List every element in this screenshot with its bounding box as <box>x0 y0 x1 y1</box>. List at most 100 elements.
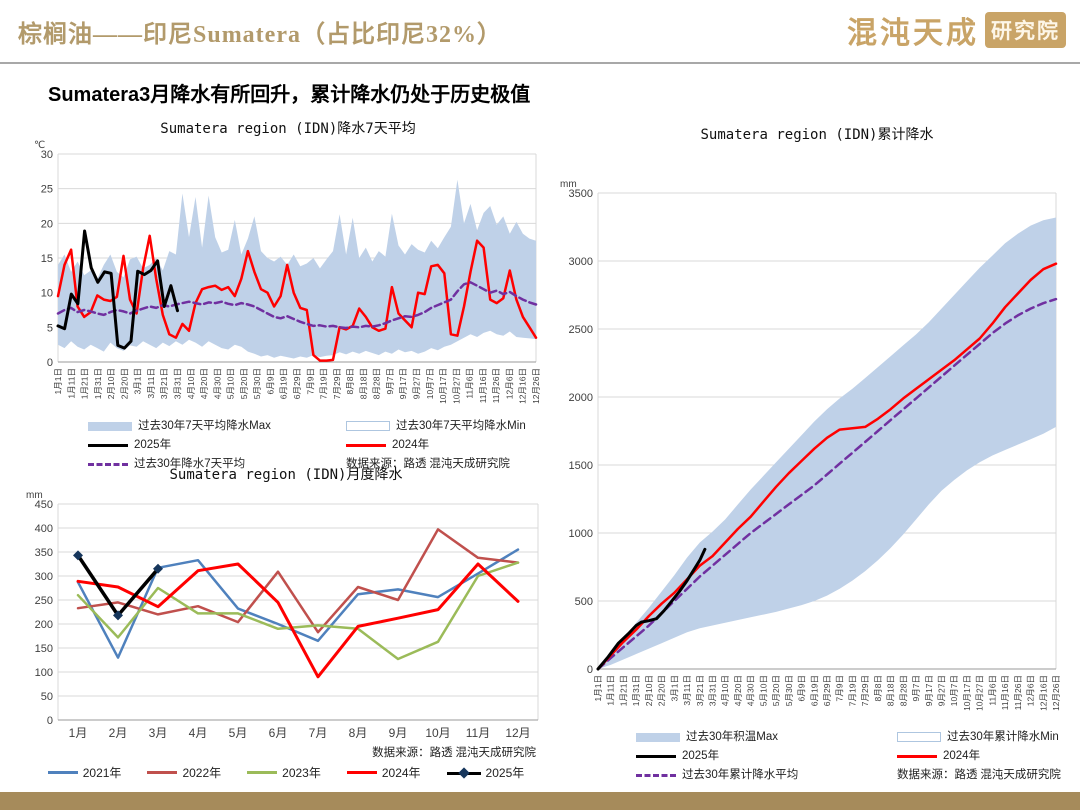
legend-label: 过去30年7天平均降水Min <box>396 420 526 432</box>
y-tick-label: 0 <box>587 664 593 676</box>
diamond-marker <box>153 563 163 574</box>
chart-cumulative-title: Sumatera region (IDN)累计降水 <box>700 127 934 143</box>
legend-item: 2023年 <box>247 764 321 781</box>
x-tick-label: 10月7日 <box>425 368 435 399</box>
x-tick-label: 9月27日 <box>412 368 422 399</box>
x-tick-label: 9月 <box>389 726 408 740</box>
legend-item: 2025年 <box>30 437 288 453</box>
x-tick-label: 1月21日 <box>80 368 90 399</box>
y-tick-label: 250 <box>35 595 53 607</box>
x-tick-label: 9月17日 <box>924 675 934 706</box>
legend-item: 2025年 <box>446 764 525 781</box>
x-tick-label: 5月30日 <box>252 368 262 399</box>
diamond-marker <box>457 766 470 779</box>
header-divider <box>0 62 1080 64</box>
legend-label: 过去30年7天平均降水Max <box>138 420 271 432</box>
legend-band-swatch <box>88 421 132 431</box>
x-tick-label: 6月19日 <box>809 675 819 706</box>
legend-item: 过去30年7天平均降水Min <box>288 418 546 434</box>
x-tick-label: 12月6日 <box>504 368 514 399</box>
x-tick-label: 8月8日 <box>873 675 883 701</box>
x-tick-label: 6月 <box>269 726 288 740</box>
x-tick-label: 9月27日 <box>937 675 947 706</box>
series-line-2025年 <box>56 229 179 350</box>
legend-line-swatch <box>88 443 128 447</box>
legend-line-swatch <box>147 771 178 774</box>
x-tick-label: 1月 <box>69 726 88 740</box>
x-tick-label: 7月19日 <box>847 675 857 706</box>
x-tick-label: 9月7日 <box>385 368 395 394</box>
series-line-过去30年降水7天平均 <box>56 281 538 330</box>
x-tick-label: 3月11日 <box>682 675 692 706</box>
y-tick-label: 3500 <box>569 188 593 200</box>
series-line-2024年 <box>56 234 538 362</box>
x-tick-label: 1月1日 <box>53 368 63 394</box>
chart-source: 数据来源：路透 混沌天成研究院 <box>817 767 1078 783</box>
x-tick-label: 7月9日 <box>305 368 315 394</box>
x-tick-label: 6月29日 <box>292 368 302 399</box>
legend-label: 2023年 <box>282 766 321 780</box>
x-tick-label: 4月30日 <box>212 368 222 399</box>
series-line-2025年 <box>596 547 707 671</box>
x-tick-label: 12月16日 <box>1038 675 1048 711</box>
y-tick-label: 25 <box>41 184 53 196</box>
x-tick-label: 8月18日 <box>886 675 896 706</box>
legend-line-swatch <box>636 754 676 758</box>
x-tick-label: 2月 <box>109 726 128 740</box>
legend-label: 过去30年降水7天平均 <box>134 458 246 470</box>
x-tick-label: 7月 <box>309 726 328 740</box>
y-tick-label: 1500 <box>569 460 593 472</box>
chart-monthly-legend: 2021年 2022年 2023年 2024年 2025年 <box>22 764 550 781</box>
x-tick-label: 7月29日 <box>860 675 870 706</box>
slide-subtitle: Sumatera3月降水有所回升，累计降水仍处于历史极值 <box>48 84 531 106</box>
legend-line-swatch <box>897 754 937 758</box>
y-tick-label: 100 <box>35 667 53 679</box>
series-line-过去30年累计降水平均 <box>596 297 1058 671</box>
x-tick-label: 11月 <box>466 726 490 740</box>
chart-source: 数据来源：路透 混沌天成研究院 <box>288 456 546 472</box>
x-tick-label: 5月10日 <box>226 368 236 399</box>
x-tick-label: 12月16日 <box>518 368 528 404</box>
y-axis-unit: ℃ <box>34 140 45 151</box>
legend-label: 2025年 <box>682 750 720 762</box>
x-tick-label: 12月26日 <box>531 368 541 404</box>
diamond-marker <box>73 550 83 561</box>
x-tick-label: 12月26日 <box>1051 675 1061 711</box>
legend-line-swatch <box>346 443 386 447</box>
legend-band-outline-swatch <box>346 421 390 431</box>
legend-label: 2024年 <box>381 766 421 780</box>
legend-item: 2021年 <box>47 764 121 781</box>
series-line-2022年 <box>76 528 520 634</box>
legend-item: 过去30年累计降水Min <box>817 729 1078 745</box>
x-tick-label: 9月17日 <box>398 368 408 399</box>
legend-item: 过去30年7天平均降水Max <box>30 418 288 434</box>
legend-label: 过去30年累计降水Min <box>947 731 1059 743</box>
y-tick-label: 400 <box>35 523 53 535</box>
source-text: 数据来源：路透 混沌天成研究院 <box>897 769 1061 781</box>
legend-label: 过去30年积温Max <box>686 731 779 743</box>
x-tick-label: 6月19日 <box>279 368 289 399</box>
x-tick-label: 1月31日 <box>631 675 641 706</box>
legend-item: 2024年 <box>817 748 1078 764</box>
legend-dashed-line-swatch <box>636 773 676 777</box>
company-logo: 混沌天成 研究院 <box>847 8 1066 52</box>
x-tick-label: 11月6日 <box>465 368 475 399</box>
legend-label: 2025年 <box>134 439 172 451</box>
y-tick-label: 150 <box>35 643 53 655</box>
x-tick-label: 2月20日 <box>657 675 667 706</box>
chart-monthly-source: 数据来源：路透 混沌天成研究院 <box>372 747 536 759</box>
legend-label: 过去30年累计降水平均 <box>682 769 799 781</box>
y-tick-label: 1000 <box>569 528 593 540</box>
legend-label: 2025年 <box>485 766 525 780</box>
chart-cumulative-legend: 过去30年积温Max 过去30年累计降水Min 2025年 2024年过去30年累计降… <box>556 729 1078 783</box>
x-tick-label: 8月8日 <box>345 368 355 394</box>
x-tick-label: 5月 <box>229 726 248 740</box>
x-tick-label: 3月21日 <box>695 675 705 706</box>
x-tick-label: 2月10日 <box>106 368 116 399</box>
y-tick-label: 0 <box>47 357 53 369</box>
x-tick-label: 3月31日 <box>708 675 718 706</box>
y-tick-label: 3000 <box>569 256 593 268</box>
legend-band-outline-swatch <box>897 732 941 742</box>
legend-item: 过去30年积温Max <box>556 729 817 745</box>
